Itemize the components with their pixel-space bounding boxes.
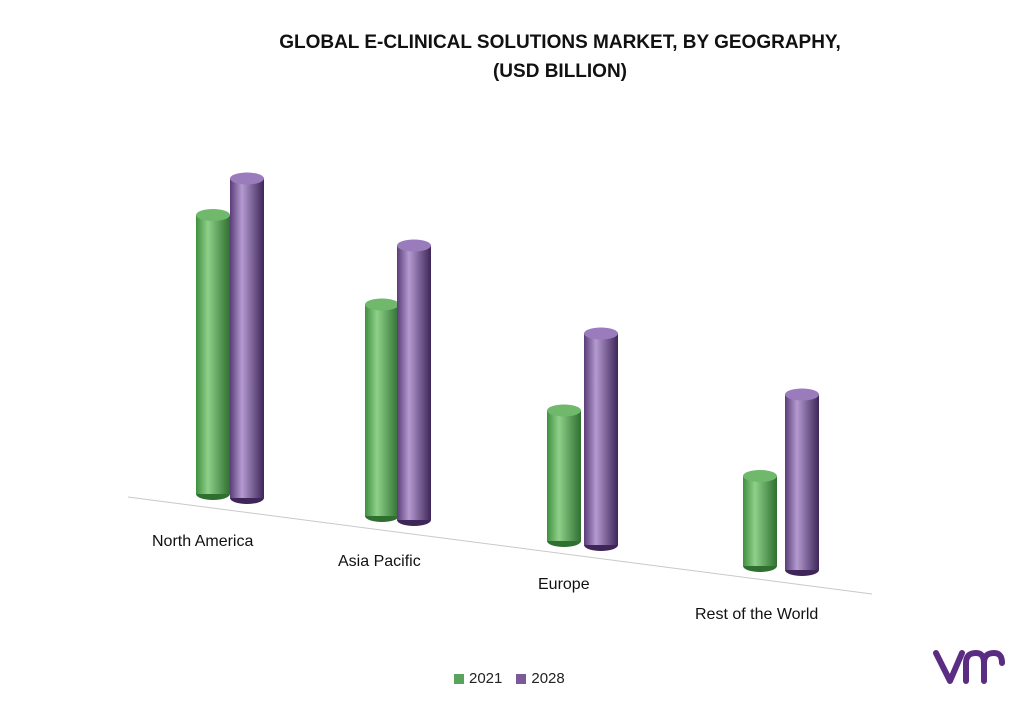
bar-top-cap bbox=[365, 298, 399, 311]
bar-top-cap bbox=[743, 470, 777, 482]
bar-body bbox=[785, 394, 819, 570]
category-label: Europe bbox=[538, 576, 590, 593]
bar-top-cap bbox=[196, 209, 230, 221]
legend-swatch-2028 bbox=[516, 673, 527, 684]
bar-body bbox=[584, 333, 618, 545]
category-label: Rest of the World bbox=[695, 606, 818, 623]
bar-europe-2021 bbox=[547, 404, 581, 547]
category-label: North America bbox=[152, 533, 253, 550]
bar-top-cap bbox=[397, 239, 431, 252]
bar-body bbox=[196, 215, 230, 494]
floor-baseline bbox=[127, 496, 873, 595]
chart-title-line-2: (USD BILLION) bbox=[492, 61, 628, 82]
legend-label-2028: 2028 bbox=[531, 670, 565, 687]
bar-body bbox=[743, 476, 777, 566]
bar-europe-2028 bbox=[584, 327, 618, 551]
bar-top-cap bbox=[785, 388, 819, 401]
bar-top-cap bbox=[547, 404, 581, 417]
bar-north-america-2028 bbox=[230, 172, 264, 504]
bar-body bbox=[365, 304, 399, 516]
legend-item-2021: 2021 bbox=[454, 670, 502, 687]
bar-rest-of-the-world-2021 bbox=[743, 470, 777, 572]
bar-north-america-2021 bbox=[196, 209, 230, 500]
legend-swatch-2021 bbox=[454, 673, 464, 684]
legend-label-2021: 2021 bbox=[469, 670, 503, 687]
bar-top-cap bbox=[230, 172, 264, 185]
bar-asia-pacific-2028 bbox=[397, 239, 431, 526]
legend: 2021 2028 bbox=[454, 670, 565, 687]
bar-body bbox=[230, 178, 264, 498]
chart-title: GLOBAL E-CLINICAL SOLUTIONS MARKET, BY G… bbox=[190, 28, 930, 86]
vmr-logo bbox=[933, 650, 1005, 684]
bar-rest-of-the-world-2028 bbox=[785, 388, 819, 576]
legend-item-2028: 2028 bbox=[516, 670, 565, 687]
category-label: Asia Pacific bbox=[338, 553, 421, 570]
chart-title-line-1: GLOBAL E-CLINICAL SOLUTIONS MARKET, BY G… bbox=[279, 32, 841, 53]
bar-top-cap bbox=[584, 327, 618, 340]
bar-body bbox=[397, 245, 431, 520]
bar-body bbox=[547, 410, 581, 541]
bar-asia-pacific-2021 bbox=[365, 298, 399, 522]
